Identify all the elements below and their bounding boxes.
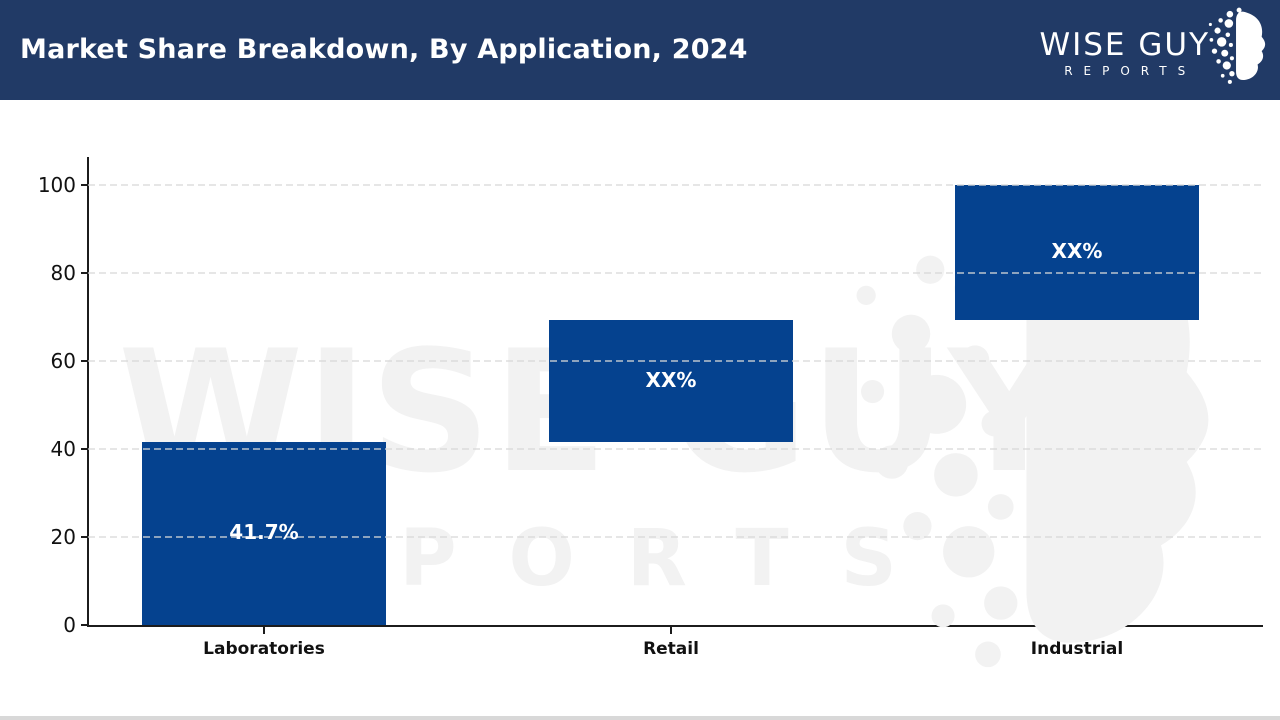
y-tick-label: 80 bbox=[50, 261, 76, 285]
x-axis-tick bbox=[263, 627, 265, 634]
y-axis bbox=[87, 157, 89, 627]
gridline bbox=[88, 536, 1263, 538]
gridline bbox=[88, 360, 1263, 362]
dotted-face-profile-icon bbox=[1208, 7, 1266, 84]
x-axis-label: Laboratories bbox=[203, 639, 325, 659]
y-tick-label: 0 bbox=[63, 613, 76, 637]
gridline bbox=[88, 272, 1263, 274]
wise-guy-reports-logo: WISE GUY REPORTS bbox=[1039, 6, 1266, 86]
logo-wordmark: WISE GUY bbox=[1039, 27, 1210, 63]
y-tick-label: 20 bbox=[50, 525, 76, 549]
bar-value-label: XX% bbox=[1051, 239, 1103, 264]
gridline bbox=[88, 184, 1263, 186]
bar-retail bbox=[549, 319, 793, 442]
bar-value-label: 41.7% bbox=[229, 520, 299, 545]
y-tick-label: 40 bbox=[50, 437, 76, 461]
y-axis-tick bbox=[81, 624, 88, 626]
bar-laboratories bbox=[142, 441, 386, 625]
bar-chart: WISE GUY REPORTS 41.7% XX% XX% 0 20 40 60 80 10… bbox=[0, 100, 1280, 716]
y-tick-label: 100 bbox=[37, 173, 76, 197]
logo-subtitle: REPORTS bbox=[1064, 64, 1197, 78]
y-axis-tick bbox=[81, 448, 88, 450]
bar-industrial bbox=[955, 185, 1199, 320]
x-axis-label: Industrial bbox=[1030, 639, 1124, 659]
y-axis-tick bbox=[81, 272, 88, 274]
bar-value-label: XX% bbox=[645, 367, 697, 392]
header-bar: Market Share Breakdown, By Application, … bbox=[0, 0, 1280, 100]
y-axis-tick bbox=[81, 360, 88, 362]
x-axis bbox=[87, 625, 1263, 627]
x-axis-label: Retail bbox=[643, 639, 699, 659]
chart-title: Market Share Breakdown, By Application, … bbox=[20, 34, 748, 65]
logo-text: WISE GUY REPORTS bbox=[1039, 14, 1210, 78]
y-axis-tick bbox=[81, 184, 88, 186]
gridline bbox=[88, 448, 1263, 450]
y-axis-tick bbox=[81, 536, 88, 538]
x-axis-tick bbox=[670, 627, 672, 634]
y-tick-label: 60 bbox=[50, 349, 76, 373]
bottom-border bbox=[0, 716, 1280, 720]
